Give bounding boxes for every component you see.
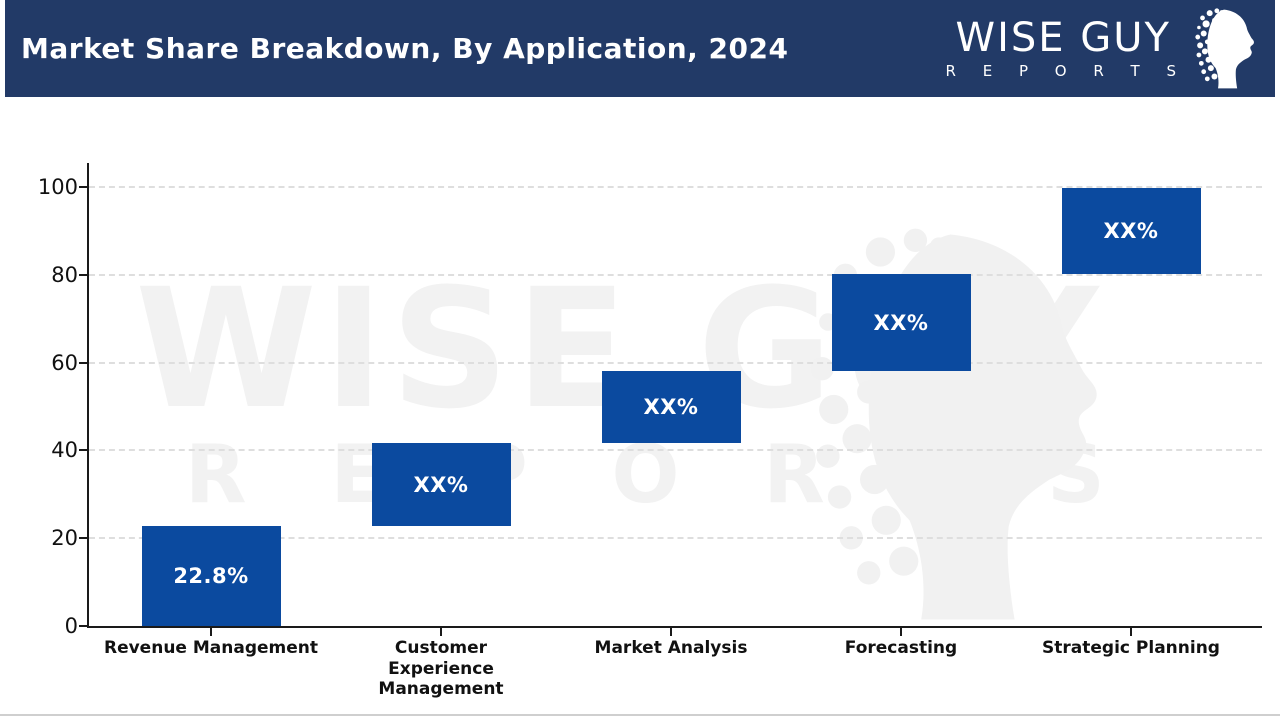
y-axis-tick-label: 60 bbox=[51, 350, 78, 375]
y-axis-tickmark bbox=[79, 273, 88, 276]
y-axis-tick-label: 80 bbox=[51, 262, 78, 287]
gridline-y80 bbox=[89, 273, 1262, 276]
brand-logo: WISE GUY R E P O R T S bbox=[940, 0, 1265, 97]
x-axis-tickmark bbox=[210, 628, 212, 636]
y-axis-tick-label: 0 bbox=[64, 614, 78, 638]
gridline-y20 bbox=[89, 537, 1262, 540]
page-title: Market Share Breakdown, By Application, … bbox=[21, 32, 789, 65]
brand-name: WISE GUY bbox=[955, 15, 1171, 61]
waterfall-bar-segment: XX% bbox=[371, 443, 511, 526]
wise-guy-face-icon bbox=[1195, 7, 1254, 88]
x-axis-tickmark bbox=[670, 628, 672, 636]
brand-subtitle: R E P O R T S bbox=[945, 62, 1187, 80]
gridline-y60 bbox=[89, 361, 1262, 364]
brand-logo-text: WISE GUY R E P O R T S bbox=[940, 18, 1187, 79]
y-axis-tickmark bbox=[79, 361, 88, 364]
y-axis-tickmark bbox=[79, 537, 88, 540]
header-bar: Market Share Breakdown, By Application, … bbox=[5, 0, 1275, 97]
y-axis-tickmark bbox=[79, 625, 88, 627]
waterfall-bar-segment: 22.8% bbox=[141, 525, 281, 626]
x-axis-tickmark bbox=[1130, 628, 1132, 636]
bar-value-label: XX% bbox=[1103, 218, 1159, 243]
x-axis-category-label: Revenue Management bbox=[103, 638, 319, 658]
x-axis-category-label: Strategic Planning bbox=[1042, 638, 1220, 658]
x-axis-line bbox=[87, 626, 1262, 628]
y-axis-tickmark bbox=[79, 449, 88, 452]
waterfall-chart: WISE GUY R E P O R T S 0 20 40 60 80 100 22.8%… bbox=[0, 97, 1280, 714]
gridline-y100 bbox=[89, 186, 1262, 188]
x-axis-category-label: Forecasting bbox=[844, 638, 958, 658]
bar-value-label: 22.8% bbox=[173, 563, 249, 588]
waterfall-bar-segment: XX% bbox=[1061, 187, 1201, 274]
x-axis-tickmark bbox=[900, 628, 902, 636]
y-axis-tick-label: 100 bbox=[37, 175, 78, 199]
x-axis-category-label: Market Analysis bbox=[594, 638, 748, 658]
bottom-border-line bbox=[0, 714, 1280, 716]
waterfall-bar-segment: XX% bbox=[831, 273, 971, 372]
gridline-y40 bbox=[89, 449, 1262, 452]
waterfall-bar-segment: XX% bbox=[601, 371, 741, 444]
y-axis-tick-label: 40 bbox=[51, 438, 78, 463]
x-axis-tickmark bbox=[440, 628, 442, 636]
x-axis-category-label: Customer Experience Management bbox=[378, 638, 504, 700]
bar-value-label: XX% bbox=[413, 472, 469, 497]
y-axis-tick-label: 20 bbox=[51, 526, 78, 551]
bar-value-label: XX% bbox=[873, 310, 929, 335]
bar-value-label: XX% bbox=[643, 395, 699, 420]
y-axis-tickmark bbox=[79, 186, 88, 188]
y-axis-line bbox=[87, 163, 89, 628]
